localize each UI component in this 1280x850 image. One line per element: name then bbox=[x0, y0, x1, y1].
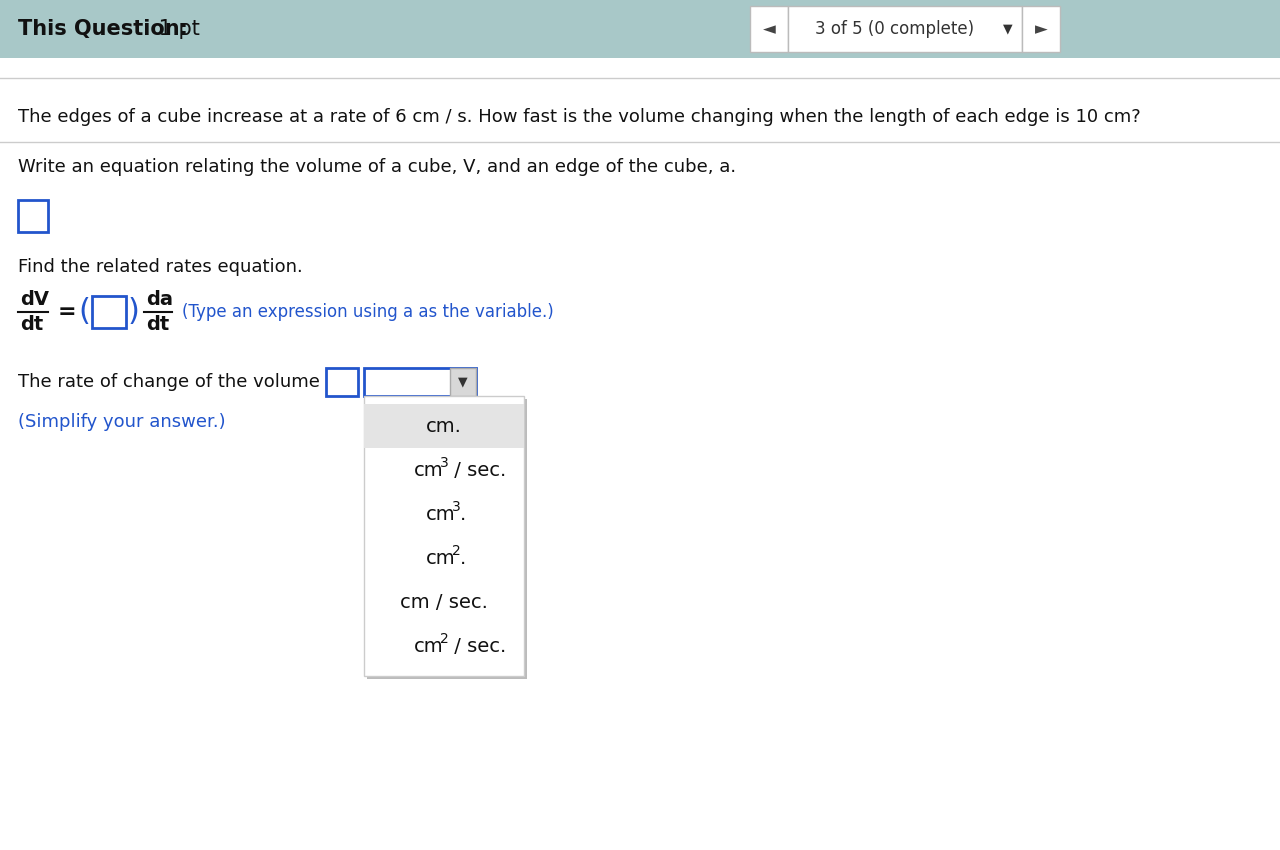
Text: ): ) bbox=[128, 298, 140, 326]
Text: The edges of a cube increase at a rate of 6 cm / s. How fast is the volume chang: The edges of a cube increase at a rate o… bbox=[18, 108, 1140, 126]
Text: (Type an expression using a as the variable.): (Type an expression using a as the varia… bbox=[182, 303, 554, 321]
Text: Write an equation relating the volume of a cube, V, and an edge of the cube, a.: Write an equation relating the volume of… bbox=[18, 158, 736, 176]
Bar bbox=[1021, 6, 1060, 52]
Text: This Question:: This Question: bbox=[18, 19, 188, 39]
Bar bbox=[92, 296, 125, 328]
Bar bbox=[326, 368, 358, 396]
Text: (: ( bbox=[78, 298, 90, 326]
Bar bbox=[364, 368, 476, 396]
Text: cm.: cm. bbox=[426, 416, 462, 435]
Text: .: . bbox=[460, 505, 466, 524]
Bar bbox=[451, 368, 476, 396]
Text: ◄: ◄ bbox=[763, 20, 776, 38]
Bar bbox=[364, 404, 524, 448]
Text: 3: 3 bbox=[440, 456, 449, 470]
Text: (Simplify your answer.): (Simplify your answer.) bbox=[18, 413, 225, 431]
Text: 2: 2 bbox=[452, 544, 461, 558]
Text: 1 pt: 1 pt bbox=[152, 19, 200, 39]
Text: cm: cm bbox=[426, 505, 456, 524]
Text: / sec.: / sec. bbox=[448, 461, 507, 479]
Text: 3: 3 bbox=[452, 500, 461, 514]
Text: dV: dV bbox=[20, 290, 49, 309]
Text: da: da bbox=[146, 290, 173, 309]
Text: dt: dt bbox=[146, 315, 169, 334]
Text: / sec.: / sec. bbox=[448, 637, 507, 655]
Text: ▼: ▼ bbox=[1004, 22, 1012, 36]
Text: Find the related rates equation.: Find the related rates equation. bbox=[18, 258, 303, 276]
Bar bbox=[367, 399, 527, 679]
Text: ►: ► bbox=[1034, 20, 1047, 38]
Text: 2: 2 bbox=[440, 632, 449, 646]
Text: .: . bbox=[460, 548, 466, 568]
Text: ▼: ▼ bbox=[458, 376, 467, 388]
Text: cm: cm bbox=[413, 637, 444, 655]
Bar bbox=[364, 396, 524, 676]
Bar bbox=[750, 6, 788, 52]
Text: =: = bbox=[58, 302, 77, 322]
Text: cm: cm bbox=[413, 461, 444, 479]
Text: The rate of change of the volume is: The rate of change of the volume is bbox=[18, 373, 340, 391]
Text: 3 of 5 (0 complete): 3 of 5 (0 complete) bbox=[815, 20, 974, 38]
Text: cm: cm bbox=[426, 548, 456, 568]
Bar bbox=[0, 0, 1280, 58]
Text: dt: dt bbox=[20, 315, 44, 334]
Bar bbox=[18, 200, 49, 232]
Text: cm / sec.: cm / sec. bbox=[401, 592, 488, 611]
Bar bbox=[788, 6, 1021, 52]
